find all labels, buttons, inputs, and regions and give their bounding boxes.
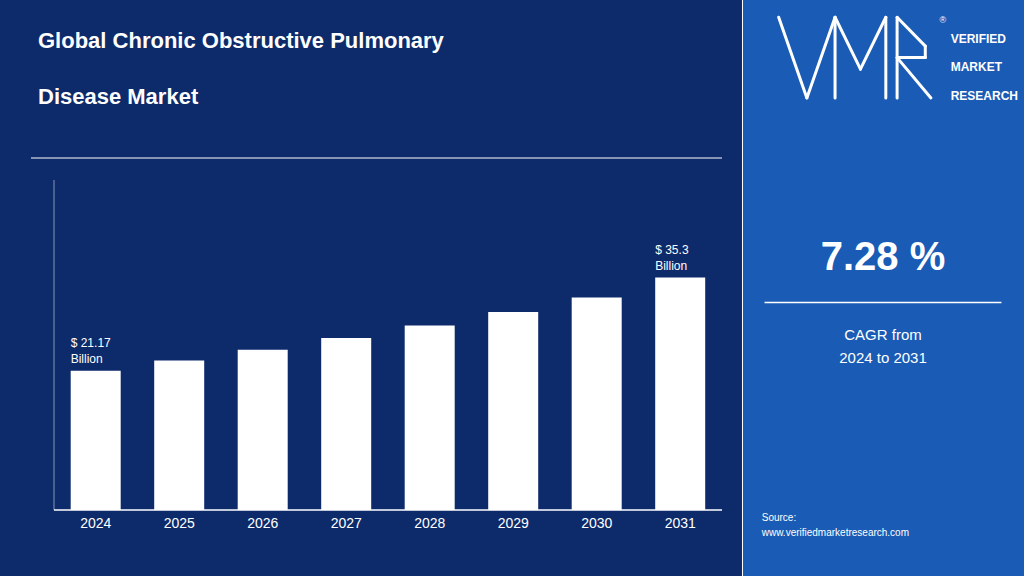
svg-text:$ 21.17Billion: $ 21.17Billion bbox=[71, 336, 111, 366]
svg-text:VERIFIED: VERIFIED bbox=[951, 32, 1007, 46]
svg-text:Source:www.verifiedmarketresea: Source:www.verifiedmarketresearch.com bbox=[761, 511, 909, 537]
svg-text:2031: 2031 bbox=[665, 515, 696, 531]
svg-text:2024: 2024 bbox=[80, 515, 111, 531]
svg-text:2027: 2027 bbox=[331, 515, 362, 531]
svg-text:CAGR from2024 to 2031: CAGR from2024 to 2031 bbox=[839, 326, 927, 366]
svg-text:$ 35.3Billion: $ 35.3Billion bbox=[655, 243, 689, 273]
svg-text:®: ® bbox=[939, 15, 946, 25]
svg-text:2029: 2029 bbox=[498, 515, 529, 531]
svg-text:2030: 2030 bbox=[581, 515, 612, 531]
svg-text:Disease Market: Disease Market bbox=[38, 84, 199, 109]
svg-text:MARKET: MARKET bbox=[951, 60, 1003, 74]
svg-text:2025: 2025 bbox=[164, 515, 195, 531]
svg-text:RESEARCH: RESEARCH bbox=[951, 89, 1016, 103]
svg-text:2028: 2028 bbox=[414, 515, 445, 531]
svg-text:7.28 %: 7.28 % bbox=[821, 234, 946, 278]
svg-text:2026: 2026 bbox=[247, 515, 278, 531]
svg-text:Global Chronic Obstructive Pul: Global Chronic Obstructive Pulmonary bbox=[38, 28, 445, 53]
